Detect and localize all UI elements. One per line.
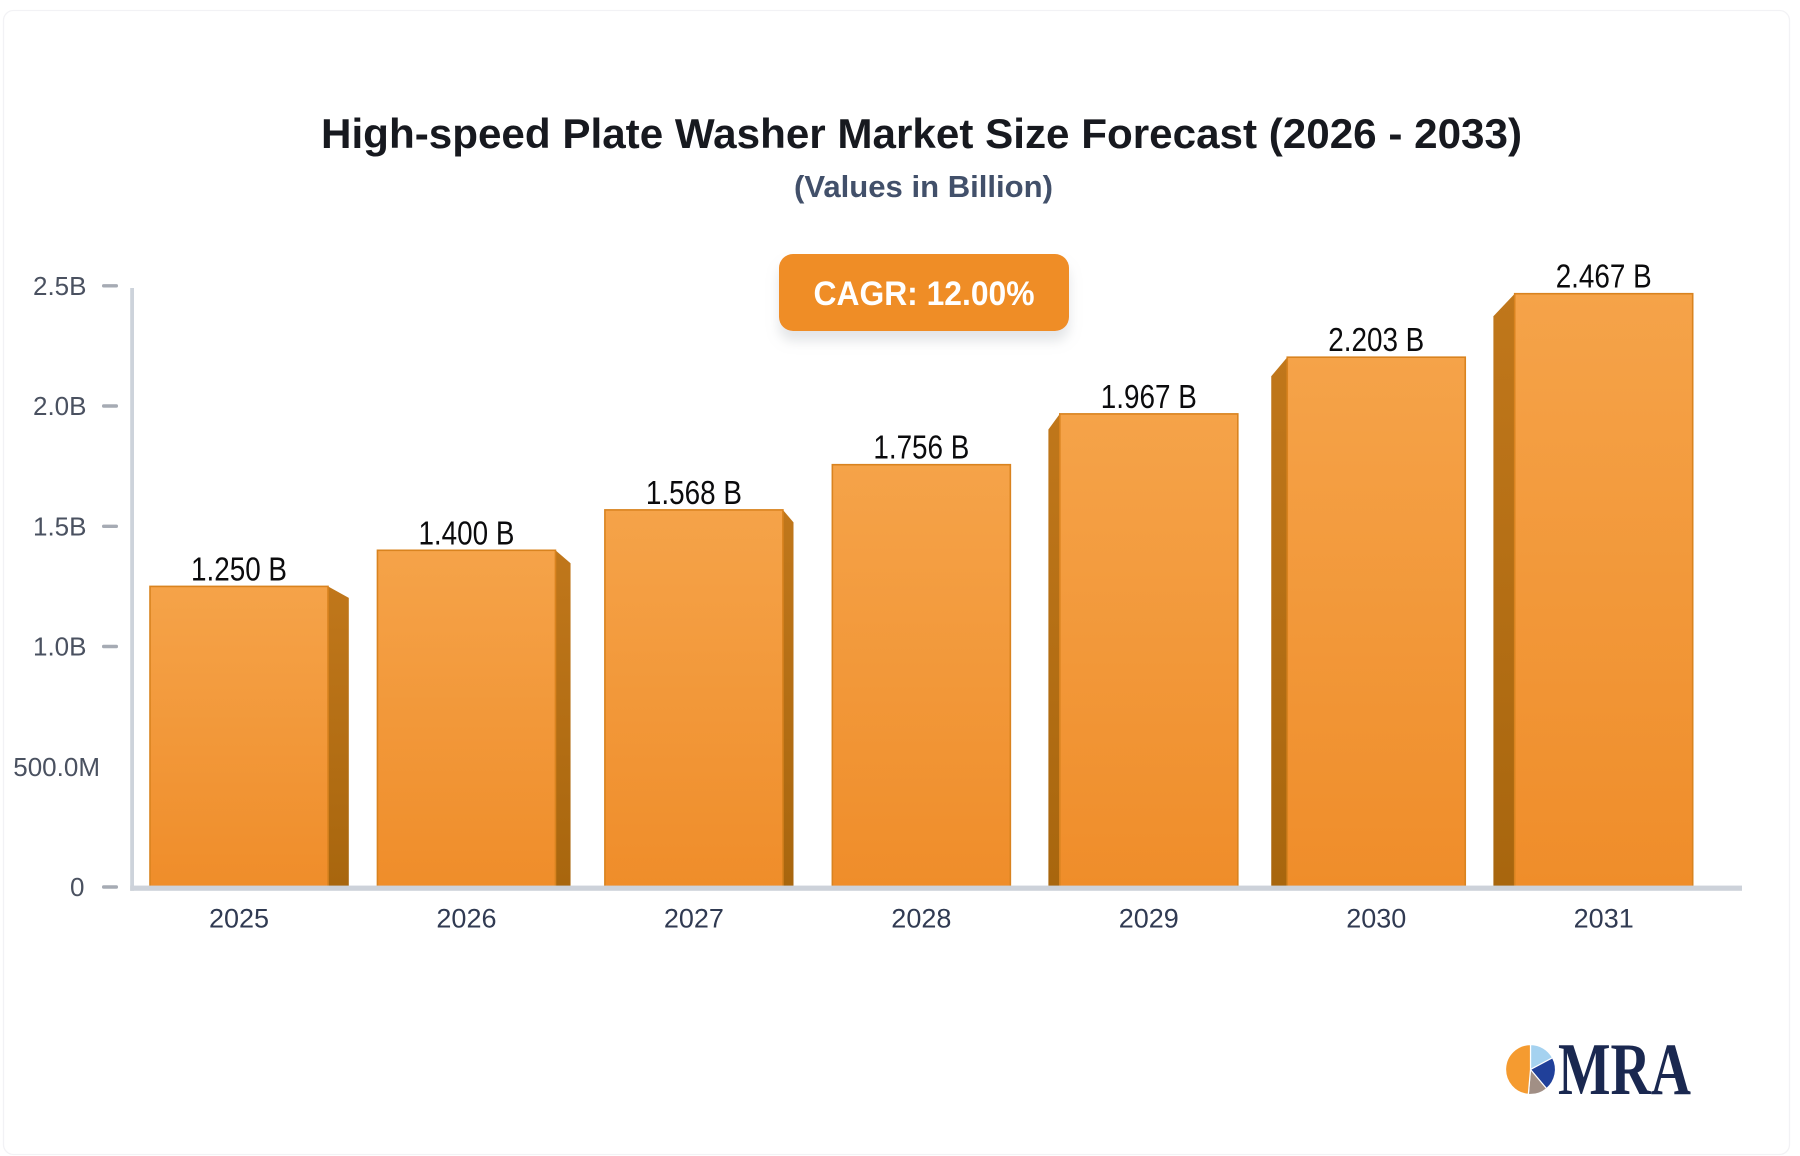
svg-text:High-speed Plate Washer Market: High-speed Plate Washer Market Size Fore…	[321, 110, 1522, 157]
svg-text:2031: 2031	[1574, 904, 1634, 934]
svg-text:1.400 B: 1.400 B	[418, 514, 514, 551]
svg-text:0: 0	[70, 872, 84, 902]
svg-text:2.203 B: 2.203 B	[1328, 321, 1424, 358]
svg-text:500.0M: 500.0M	[13, 752, 100, 782]
svg-text:1.967 B: 1.967 B	[1101, 378, 1197, 415]
svg-text:1.5B: 1.5B	[33, 512, 87, 542]
svg-text:2027: 2027	[664, 904, 724, 934]
svg-text:MRA: MRA	[1558, 1029, 1691, 1111]
svg-text:1.568 B: 1.568 B	[646, 474, 742, 511]
svg-text:2028: 2028	[891, 904, 951, 934]
svg-text:(Values in Billion): (Values in Billion)	[794, 169, 1053, 204]
svg-text:1.0B: 1.0B	[33, 632, 87, 662]
svg-text:2030: 2030	[1346, 904, 1406, 934]
svg-text:1.250 B: 1.250 B	[191, 550, 287, 587]
svg-text:2029: 2029	[1119, 904, 1179, 934]
svg-text:CAGR: 12.00%: CAGR: 12.00%	[814, 275, 1035, 313]
svg-text:2026: 2026	[436, 904, 496, 934]
svg-text:1.756 B: 1.756 B	[873, 429, 969, 466]
svg-text:2.0B: 2.0B	[33, 391, 87, 421]
svg-text:2.467 B: 2.467 B	[1556, 258, 1652, 295]
svg-text:2.5B: 2.5B	[33, 271, 87, 301]
svg-text:2025: 2025	[209, 904, 269, 934]
